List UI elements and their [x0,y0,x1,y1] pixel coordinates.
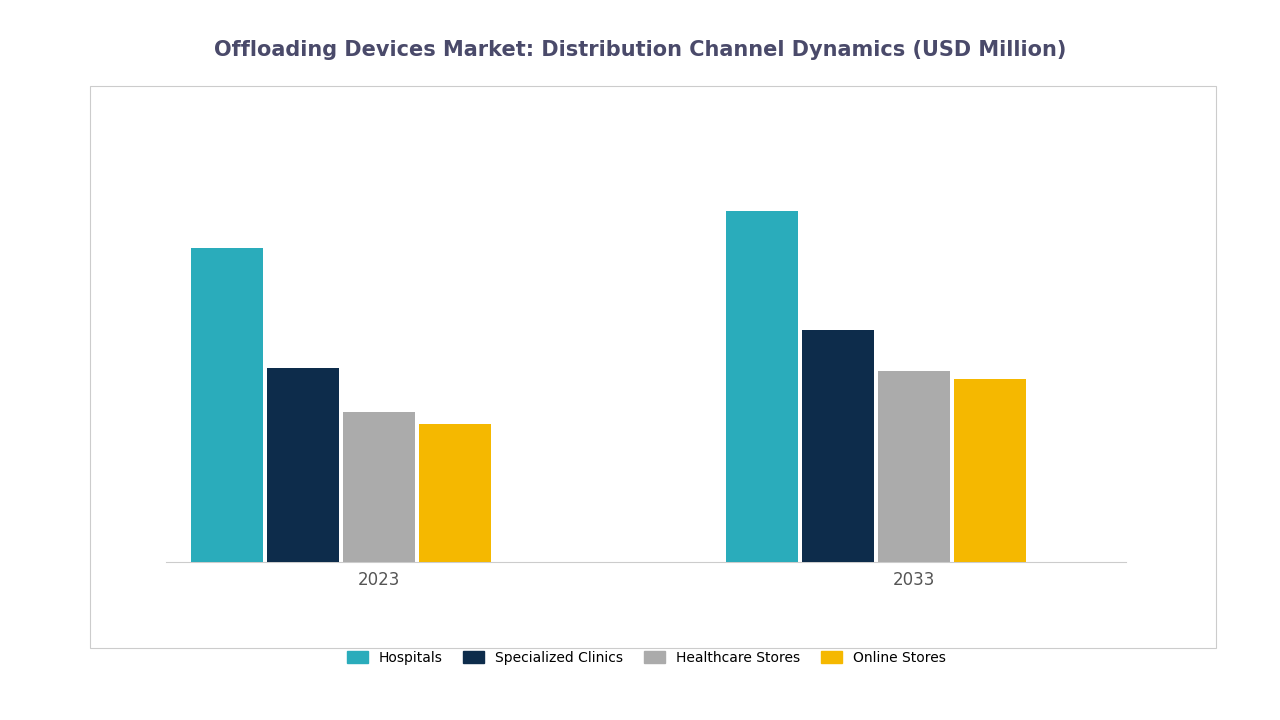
Bar [268,368,339,562]
Bar [191,248,264,562]
Bar [343,413,415,562]
Bar [954,379,1025,562]
Bar [726,211,799,562]
Text: Offloading Devices Market: Distribution Channel Dynamics (USD Million): Offloading Devices Market: Distribution … [214,40,1066,60]
Legend: Hospitals, Specialized Clinics, Healthcare Stores, Online Stores: Hospitals, Specialized Clinics, Healthca… [340,644,952,672]
Bar [878,372,950,562]
Bar [419,423,490,562]
Bar [803,330,874,562]
